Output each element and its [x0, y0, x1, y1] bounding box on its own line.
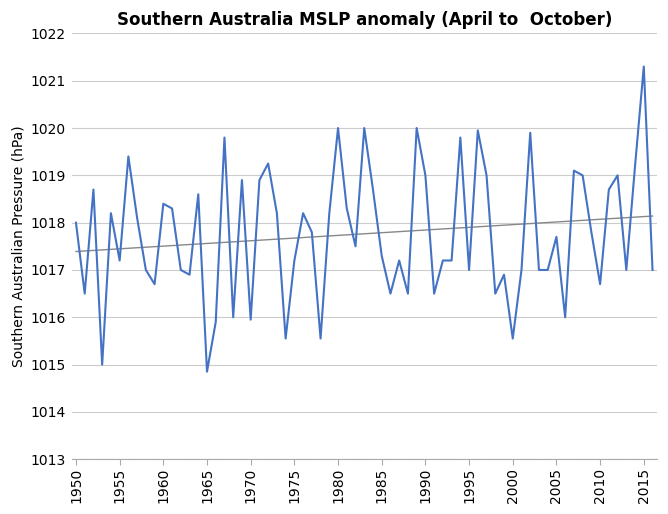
- Title: Southern Australia MSLP anomaly (April to  October): Southern Australia MSLP anomaly (April t…: [116, 11, 612, 29]
- Y-axis label: Southern Australian Pressure (hPa): Southern Australian Pressure (hPa): [11, 125, 25, 367]
